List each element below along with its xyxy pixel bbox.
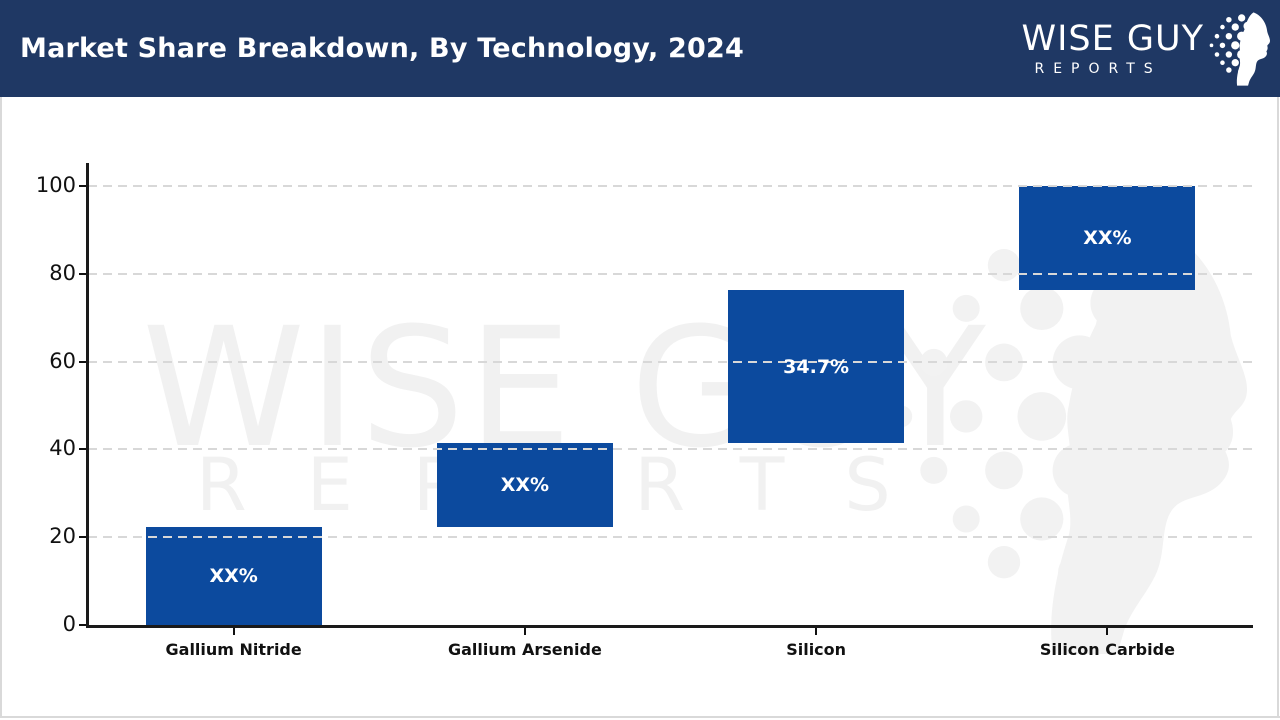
y-tick-label: 100 bbox=[35, 173, 76, 197]
y-tick-mark bbox=[79, 536, 88, 539]
gridline-60 bbox=[88, 360, 1253, 363]
bar-gallium-nitride bbox=[145, 526, 322, 625]
gridline-100 bbox=[88, 185, 1253, 187]
brand-logo: WISE GUY REPORTS bbox=[1021, 7, 1270, 91]
card-border-right bbox=[1277, 97, 1279, 717]
bar-value-label: 34.7% bbox=[783, 355, 850, 378]
y-tick-mark bbox=[79, 448, 88, 451]
bar-value-label: XX% bbox=[209, 564, 258, 587]
y-tick-label: 0 bbox=[62, 612, 76, 636]
x-tick-mark bbox=[232, 628, 235, 635]
x-category-label: Silicon Carbide bbox=[1039, 640, 1175, 659]
y-tick-label: 20 bbox=[49, 524, 76, 549]
card-border-bottom bbox=[0, 716, 1280, 718]
y-tick-mark bbox=[79, 272, 88, 275]
y-tick-label: 40 bbox=[49, 436, 76, 461]
brand-name: WISE GUY bbox=[1021, 18, 1204, 59]
brand-face-icon bbox=[1209, 12, 1270, 86]
brand-subtitle: REPORTS bbox=[1034, 60, 1162, 77]
card-border-left bbox=[0, 97, 2, 717]
x-tick-mark bbox=[815, 628, 818, 635]
x-category-label: Gallium Nitride bbox=[165, 640, 302, 659]
gridline-40 bbox=[88, 448, 1253, 451]
gridline-20 bbox=[88, 536, 1253, 539]
y-tick-mark bbox=[79, 185, 88, 187]
x-category-label: Silicon bbox=[786, 640, 847, 659]
page-title: Market Share Breakdown, By Technology, 2… bbox=[20, 33, 745, 64]
bar-value-label: XX% bbox=[500, 473, 550, 496]
y-tick-mark bbox=[79, 360, 88, 363]
gridline-80 bbox=[88, 272, 1253, 275]
bar-value-label: XX% bbox=[1083, 227, 1132, 250]
header: Market Share Breakdown, By Technology, 2… bbox=[0, 0, 1280, 97]
x-axis-spine bbox=[86, 625, 1253, 628]
x-category-label: Gallium Arsenide bbox=[447, 640, 602, 659]
y-axis-spine bbox=[86, 163, 89, 628]
y-tick-label: 60 bbox=[49, 348, 76, 373]
y-tick-label: 80 bbox=[49, 260, 76, 285]
x-tick-mark bbox=[523, 628, 526, 635]
x-tick-mark bbox=[1106, 628, 1109, 635]
y-tick-mark bbox=[79, 624, 88, 626]
bar-gallium-arsenide bbox=[436, 442, 613, 527]
bar-silicon bbox=[728, 290, 905, 443]
